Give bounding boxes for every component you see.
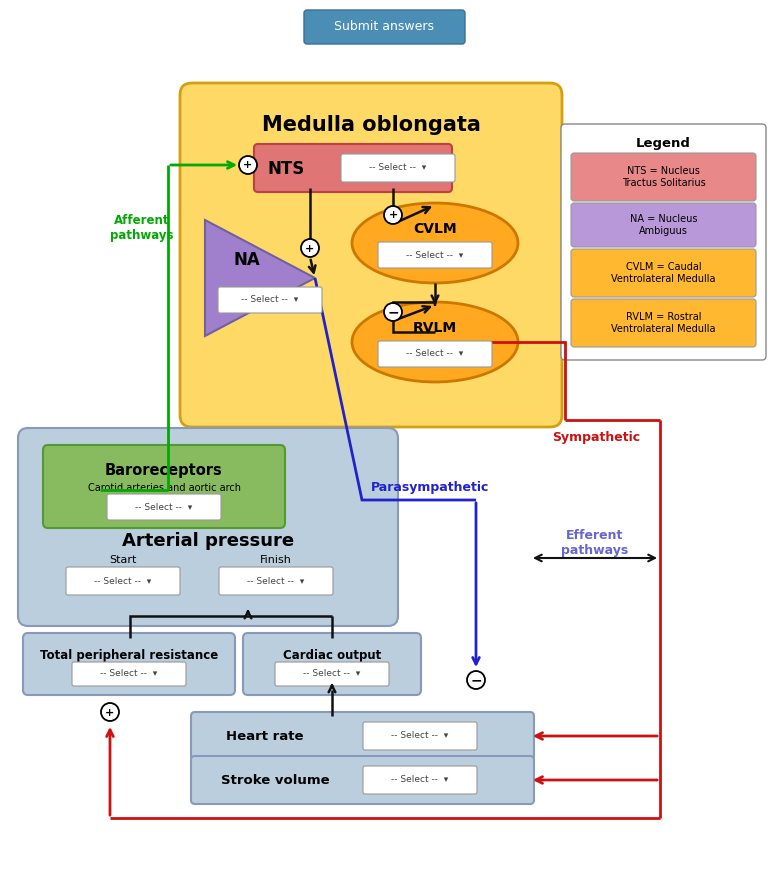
Circle shape: [301, 239, 319, 257]
Text: CVLM = Caudal
Ventrolateral Medulla: CVLM = Caudal Ventrolateral Medulla: [611, 262, 716, 284]
Text: -- Select --  ▾: -- Select -- ▾: [94, 577, 152, 585]
FancyBboxPatch shape: [571, 249, 756, 297]
Text: Submit answers: Submit answers: [334, 20, 434, 33]
Text: -- Select --  ▾: -- Select -- ▾: [369, 164, 426, 172]
Text: -- Select --  ▾: -- Select -- ▾: [392, 775, 449, 785]
Text: Baroreceptors: Baroreceptors: [105, 463, 223, 478]
Text: NA: NA: [234, 251, 260, 269]
Text: Total peripheral resistance: Total peripheral resistance: [40, 649, 218, 662]
FancyBboxPatch shape: [23, 633, 235, 695]
Text: Finish: Finish: [260, 555, 292, 565]
Text: CVLM: CVLM: [413, 222, 457, 236]
FancyBboxPatch shape: [180, 83, 562, 427]
Text: +: +: [389, 211, 398, 220]
Text: +: +: [306, 243, 314, 254]
Polygon shape: [205, 220, 315, 336]
Text: RVLM: RVLM: [413, 321, 457, 335]
Text: -- Select --  ▾: -- Select -- ▾: [392, 732, 449, 740]
FancyBboxPatch shape: [191, 756, 534, 804]
Text: Medulla oblongata: Medulla oblongata: [262, 115, 481, 135]
FancyBboxPatch shape: [43, 445, 285, 528]
Text: -- Select --  ▾: -- Select -- ▾: [101, 669, 158, 678]
Text: -- Select --  ▾: -- Select -- ▾: [248, 577, 305, 585]
Text: Parasympathetic: Parasympathetic: [371, 481, 489, 494]
Text: Afferent
pathways: Afferent pathways: [110, 214, 173, 242]
Ellipse shape: [352, 203, 518, 283]
Text: RVLM = Rostral
Ventrolateral Medulla: RVLM = Rostral Ventrolateral Medulla: [611, 312, 716, 333]
FancyBboxPatch shape: [72, 662, 186, 686]
Text: -- Select --  ▾: -- Select -- ▾: [303, 669, 361, 678]
FancyBboxPatch shape: [218, 287, 322, 313]
Text: −: −: [387, 305, 399, 319]
FancyBboxPatch shape: [107, 494, 221, 520]
FancyBboxPatch shape: [561, 124, 766, 360]
FancyBboxPatch shape: [341, 154, 455, 182]
Text: Cardiac output: Cardiac output: [283, 649, 381, 662]
FancyBboxPatch shape: [571, 203, 756, 247]
Text: Heart rate: Heart rate: [226, 731, 303, 744]
Text: NTS = Nucleus
Tractus Solitarius: NTS = Nucleus Tractus Solitarius: [622, 166, 705, 188]
FancyBboxPatch shape: [219, 567, 333, 595]
Text: Efferent
pathways: Efferent pathways: [561, 529, 628, 557]
Text: +: +: [105, 708, 115, 717]
FancyBboxPatch shape: [191, 712, 534, 760]
Circle shape: [467, 671, 485, 689]
Text: Arterial pressure: Arterial pressure: [122, 532, 294, 550]
Circle shape: [384, 303, 402, 321]
Circle shape: [239, 156, 257, 174]
Text: Start: Start: [109, 555, 137, 565]
Text: NTS: NTS: [267, 160, 305, 178]
FancyBboxPatch shape: [378, 341, 492, 367]
Circle shape: [101, 703, 119, 721]
Text: Stroke volume: Stroke volume: [221, 774, 329, 788]
FancyBboxPatch shape: [275, 662, 389, 686]
FancyBboxPatch shape: [18, 428, 398, 626]
Text: -- Select --  ▾: -- Select -- ▾: [406, 349, 464, 359]
Text: -- Select --  ▾: -- Select -- ▾: [406, 250, 464, 260]
Text: -- Select --  ▾: -- Select -- ▾: [135, 502, 193, 512]
Text: Sympathetic: Sympathetic: [552, 430, 640, 444]
FancyBboxPatch shape: [66, 567, 180, 595]
FancyBboxPatch shape: [571, 153, 756, 201]
Text: Carotid arteries and aortic arch: Carotid arteries and aortic arch: [87, 483, 241, 493]
FancyBboxPatch shape: [363, 766, 477, 794]
FancyBboxPatch shape: [363, 722, 477, 750]
FancyBboxPatch shape: [378, 242, 492, 268]
Text: +: +: [243, 160, 252, 171]
Ellipse shape: [352, 302, 518, 382]
Text: NA = Nucleus
Ambiguus: NA = Nucleus Ambiguus: [630, 214, 697, 235]
Text: −: −: [470, 674, 481, 688]
Circle shape: [384, 206, 402, 224]
FancyBboxPatch shape: [304, 10, 465, 44]
FancyBboxPatch shape: [243, 633, 421, 695]
FancyBboxPatch shape: [571, 299, 756, 347]
FancyBboxPatch shape: [254, 144, 452, 192]
Text: -- Select --  ▾: -- Select -- ▾: [241, 296, 299, 304]
Text: Legend: Legend: [636, 137, 691, 150]
